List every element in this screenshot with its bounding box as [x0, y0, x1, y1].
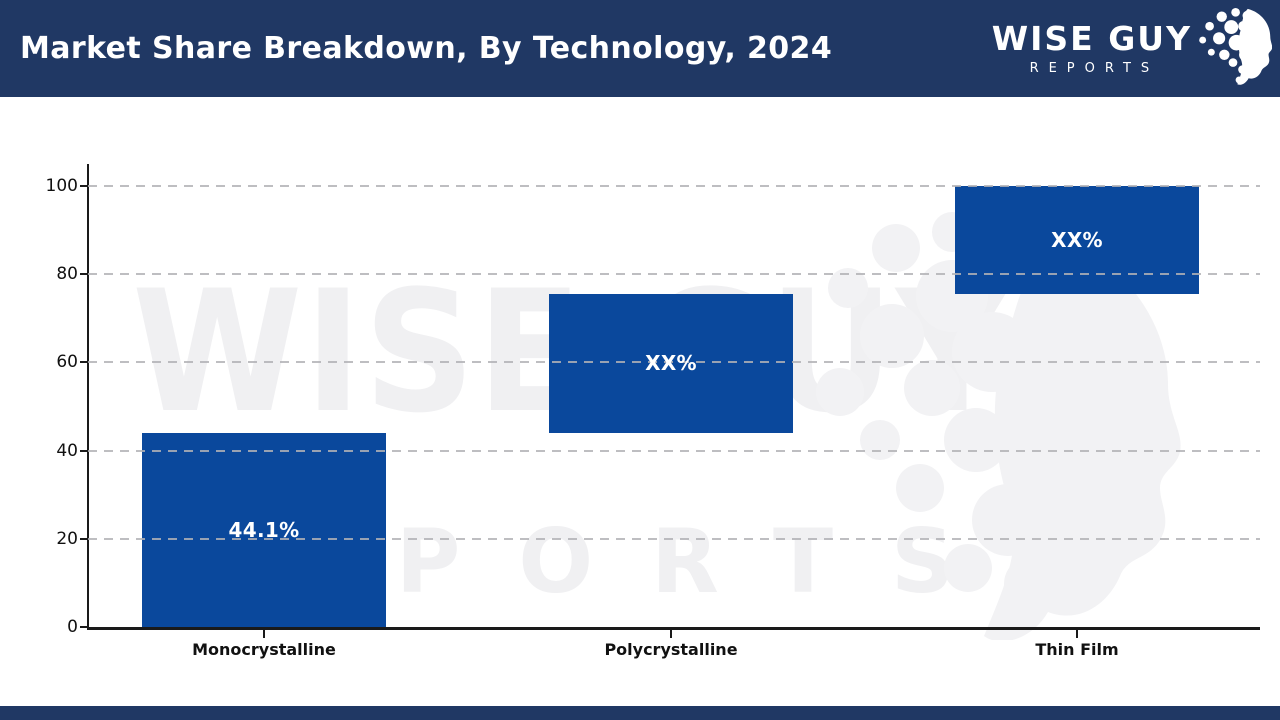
footer-bar: [0, 706, 1280, 720]
header-bar: Market Share Breakdown, By Technology, 2…: [0, 0, 1280, 97]
x-tick-0: [263, 630, 265, 638]
watermark-face-icon: [816, 212, 1181, 640]
y-tick-80: [80, 273, 88, 276]
gridline-80: [88, 273, 1260, 276]
y-tick-40: [80, 449, 88, 452]
y-tick-0: [80, 626, 88, 628]
gridline-20: [88, 537, 1260, 540]
y-axis-line: [87, 164, 89, 630]
chart-title: Market Share Breakdown, By Technology, 2…: [20, 31, 833, 66]
x-label-monocrystalline: Monocrystalline: [192, 640, 336, 659]
bar-label-thin-film: XX%: [1051, 227, 1103, 252]
wiseguy-logo-reports: REPORTS: [1029, 60, 1160, 76]
y-tick-label-20: 20: [56, 528, 78, 549]
y-tick-100: [80, 185, 88, 187]
y-tick-label-40: 40: [56, 440, 78, 461]
y-tick-label-80: 80: [56, 264, 78, 285]
bar-thin-film: [955, 186, 1199, 294]
x-label-polycrystalline: Polycrystalline: [604, 640, 738, 659]
x-axis-line: [87, 627, 1260, 630]
y-tick-60: [80, 361, 88, 364]
wiseguy-logo-text: WISE GUY REPORTS: [992, 19, 1192, 76]
bar-monocrystalline: [142, 432, 386, 627]
y-tick-label-100: 100: [45, 176, 78, 196]
x-label-thin-film: Thin Film: [1035, 640, 1119, 659]
bar-label-polycrystalline: XX%: [645, 351, 697, 376]
y-tick-20: [80, 537, 88, 540]
x-tick-2: [1076, 630, 1078, 638]
wiseguy-logo-name: WISE GUY: [991, 18, 1192, 58]
y-tick-label-0: 0: [67, 617, 78, 637]
wiseguy-logo: WISE GUY REPORTS: [992, 4, 1272, 90]
bar-label-monocrystalline: 44.1%: [228, 517, 300, 542]
gridline-40: [88, 449, 1260, 452]
wiseguy-face-icon: [1199, 8, 1272, 85]
x-tick-1: [670, 630, 672, 638]
gridline-100: [88, 185, 1260, 187]
y-tick-label-60: 60: [56, 352, 78, 373]
gridline-60: [88, 361, 1260, 364]
